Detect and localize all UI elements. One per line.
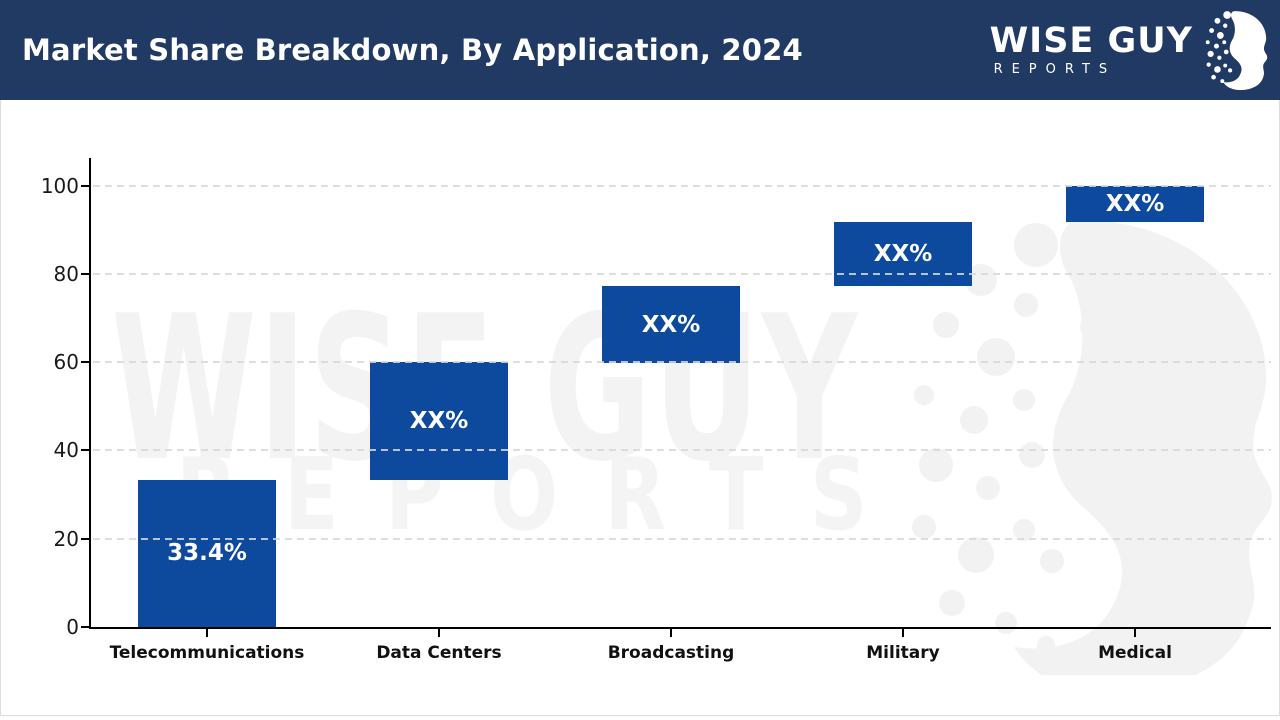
y-tick-label: 100	[40, 173, 79, 198]
gridline	[93, 361, 1271, 364]
gridline	[93, 537, 1271, 540]
y-tick-label: 0	[66, 615, 79, 639]
y-tick-label: 40	[53, 438, 79, 463]
x-axis-spine	[89, 627, 1271, 629]
x-tick-mark	[670, 629, 672, 637]
y-tick-label: 20	[53, 526, 79, 551]
x-axis-category-label: Telecommunications	[109, 643, 305, 663]
wiseguy-logo: WISE GUY REPORTS	[990, 4, 1268, 96]
logo-text: WISE GUY REPORTS	[989, 21, 1193, 77]
y-tick-mark	[81, 184, 90, 187]
x-axis-category-label: Data Centers	[376, 643, 502, 663]
y-tick-mark	[81, 449, 90, 452]
watermark-head-icon	[912, 220, 1272, 675]
gridline	[93, 272, 1271, 275]
bar-military: XX%	[834, 221, 972, 287]
bar-broadcasting: XX%	[602, 286, 740, 364]
x-tick-mark	[1134, 629, 1136, 637]
logo-wordmark: WISE GUY	[989, 21, 1193, 61]
y-tick-mark	[81, 537, 90, 540]
bar-data-centers: XX%	[370, 362, 508, 480]
bar-value-label: XX%	[641, 311, 701, 338]
x-tick-mark	[438, 629, 440, 637]
bar-value-label: XX%	[409, 407, 469, 434]
bar-value-label: XX%	[873, 241, 933, 267]
y-tick-label: 60	[53, 350, 79, 375]
y-tick-mark	[81, 272, 90, 275]
y-axis-spine	[89, 158, 91, 629]
bar-telecommunications: 33.4%	[138, 479, 276, 627]
x-tick-mark	[902, 629, 904, 637]
bar-medical: XX%	[1066, 185, 1204, 222]
watermark-subtitle: REPORTS	[176, 436, 914, 553]
gridline	[93, 184, 1271, 187]
y-tick-mark	[81, 361, 90, 364]
page-title: Market Share Breakdown, By Application, …	[22, 33, 803, 67]
logo-subtitle: REPORTS	[993, 62, 1117, 77]
x-axis-category-label: Military	[866, 643, 940, 663]
header-bar: Market Share Breakdown, By Application, …	[0, 0, 1280, 100]
bar-value-label: 33.4%	[167, 540, 247, 567]
bar-value-label: XX%	[1105, 190, 1165, 217]
x-axis-category-label: Medical	[1098, 643, 1172, 663]
y-tick-mark	[81, 626, 90, 628]
x-tick-mark	[206, 629, 208, 637]
chart-area: WISE GUY REPORTS 0 20 40 60 80 100 33.4% Teleco…	[0, 100, 1280, 716]
x-axis-category-label: Broadcasting	[607, 643, 735, 663]
gridline	[93, 449, 1271, 452]
logo-head-icon	[1205, 11, 1268, 91]
y-tick-label: 80	[53, 261, 79, 286]
